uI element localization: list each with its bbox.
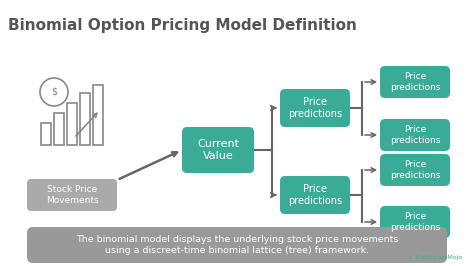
Bar [80,93,90,145]
FancyBboxPatch shape [182,127,254,173]
FancyBboxPatch shape [280,176,350,214]
Text: Price
predictions: Price predictions [390,72,440,92]
Bar [93,85,103,145]
Text: + WallStreetMojo: + WallStreetMojo [408,255,462,260]
FancyBboxPatch shape [27,227,447,263]
Text: Price
predictions: Price predictions [390,212,440,232]
Bar [54,113,64,145]
Text: Price
predictions: Price predictions [288,184,342,206]
FancyBboxPatch shape [27,179,117,211]
Text: Binomial Option Pricing Model Definition: Binomial Option Pricing Model Definition [8,18,357,33]
FancyBboxPatch shape [380,119,450,151]
Text: The binomial model displays the underlying stock price movements
using a discree: The binomial model displays the underlyi… [76,235,398,255]
FancyBboxPatch shape [280,89,350,127]
Text: Price
predictions: Price predictions [390,160,440,180]
Text: Current
Value: Current Value [197,139,239,161]
FancyBboxPatch shape [380,66,450,98]
Bar [41,123,51,145]
Text: Price
predictions: Price predictions [390,125,440,145]
FancyBboxPatch shape [380,206,450,238]
FancyBboxPatch shape [380,154,450,186]
Text: Stock Price
Movements: Stock Price Movements [46,185,98,205]
Text: $: $ [51,87,57,97]
Bar [67,103,77,145]
Text: Price
predictions: Price predictions [288,97,342,119]
